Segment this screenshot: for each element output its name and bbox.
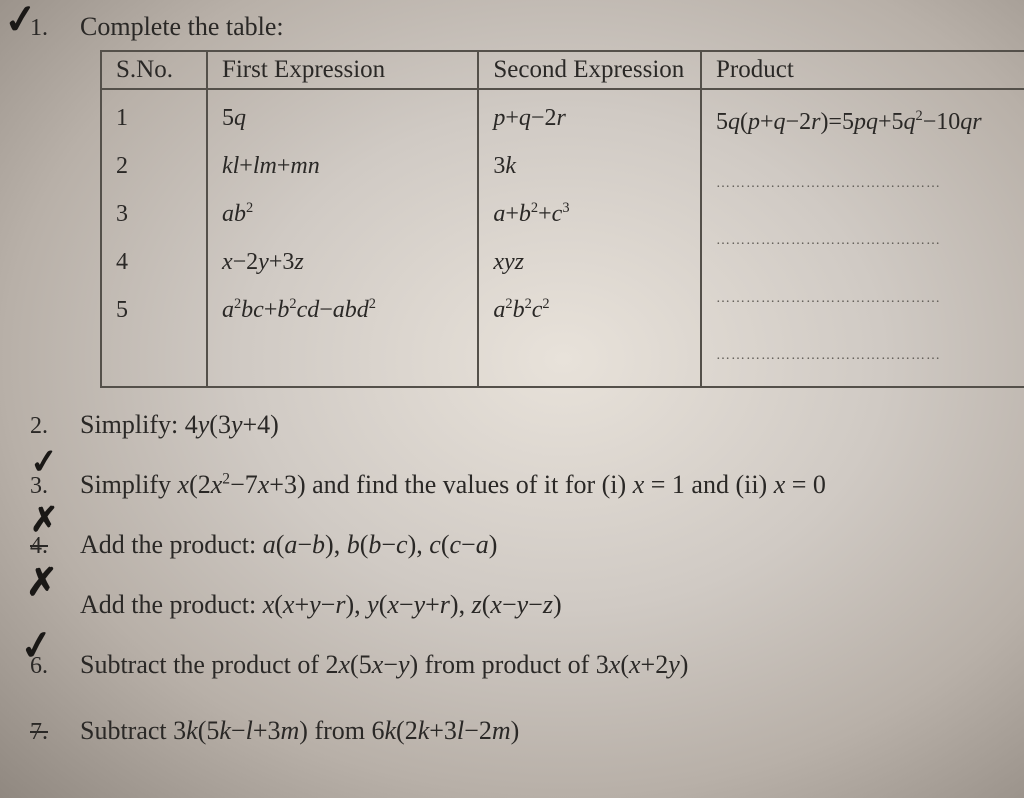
question-4: 4. Add the product: a(a−b), b(b−c), c(c−… — [30, 530, 1024, 560]
checkmark-icon: ✓ — [28, 441, 60, 483]
product-expr: ……………………………………… — [716, 152, 1010, 210]
col-header-product: Product — [701, 51, 1024, 89]
second-expr: a2b2c2 — [493, 286, 686, 334]
question-1: 1. Complete the table: — [30, 12, 1024, 42]
col-header-sno: S.No. — [101, 51, 207, 89]
col-header-first: First Expression — [207, 51, 478, 89]
second-expr: 3k — [493, 142, 686, 190]
question-text: Add the product: a(a−b), b(b−c), c(c−a) — [80, 530, 497, 560]
worksheet-page: ✓ 1. Complete the table: S.No. First Exp… — [0, 0, 1024, 746]
question-text: Simplify x(2x2−7x+3) and find the values… — [80, 470, 826, 500]
question-text: Subtract the product of 2x(5x−y) from pr… — [80, 650, 688, 680]
question-2: 2. Simplify: 4y(3y+4) — [30, 410, 1024, 440]
table-row: 1 2 3 4 5 5q kl+lm+mn ab2 x−2y+3z a2bc+b… — [101, 89, 1024, 387]
question-3: 3. Simplify x(2x2−7x+3) and find the val… — [30, 470, 1024, 500]
question-number: 2. — [30, 413, 80, 440]
product-cells: 5q(p+q−2r)=5pq+5q2−10qr ……………………………………… … — [701, 89, 1024, 387]
checkmark-icon: ✓ — [2, 0, 40, 45]
question-7: 7. Subtract 3k(5k−l+3m) from 6k(2k+3l−2m… — [30, 716, 1024, 746]
product-expr: ……………………………………… — [716, 209, 1010, 267]
strike-icon: ✗ — [30, 500, 59, 540]
second-cells: p+q−2r 3k a+b2+c3 xyz a2b2c2 — [478, 89, 701, 387]
col-header-second: Second Expression — [478, 51, 701, 89]
sno-value: 5 — [116, 286, 192, 334]
first-expr: 5q — [222, 94, 463, 142]
first-expr: a2bc+b2cd−abd2 — [222, 286, 463, 334]
product-expr: ……………………………………… — [716, 324, 1010, 382]
question-text: Add the product: x(x+y−r), y(x−y+r), z(x… — [80, 590, 562, 620]
expression-table: S.No. First Expression Second Expression… — [100, 50, 1024, 388]
first-expr: kl+lm+mn — [222, 142, 463, 190]
second-expr: p+q−2r — [493, 94, 686, 142]
sno-value: 2 — [116, 142, 192, 190]
question-5: 5. Add the product: x(x+y−r), y(x−y+r), … — [30, 590, 1024, 620]
second-expr: xyz — [493, 238, 686, 286]
sno-value: 3 — [116, 190, 192, 238]
first-cells: 5q kl+lm+mn ab2 x−2y+3z a2bc+b2cd−abd2 — [207, 89, 478, 387]
second-expr: a+b2+c3 — [493, 190, 686, 238]
question-text: Simplify: 4y(3y+4) — [80, 410, 279, 440]
question-number: 7. — [30, 719, 80, 746]
strike-icon: ✗ — [26, 560, 58, 605]
first-expr: x−2y+3z — [222, 238, 463, 286]
product-expr: 5q(p+q−2r)=5pq+5q2−10qr — [716, 94, 1010, 152]
product-expr: ……………………………………… — [716, 267, 1010, 325]
sno-value: 4 — [116, 238, 192, 286]
table-header-row: S.No. First Expression Second Expression… — [101, 51, 1024, 89]
question-text: Complete the table: — [80, 12, 284, 42]
sno-cells: 1 2 3 4 5 — [101, 89, 207, 387]
question-text: Subtract 3k(5k−l+3m) from 6k(2k+3l−2m) — [80, 716, 519, 746]
first-expr: ab2 — [222, 190, 463, 238]
sno-value: 1 — [116, 94, 192, 142]
checkmark-icon: ✓ — [17, 620, 57, 671]
question-6: 6. Subtract the product of 2x(5x−y) from… — [30, 650, 1024, 680]
